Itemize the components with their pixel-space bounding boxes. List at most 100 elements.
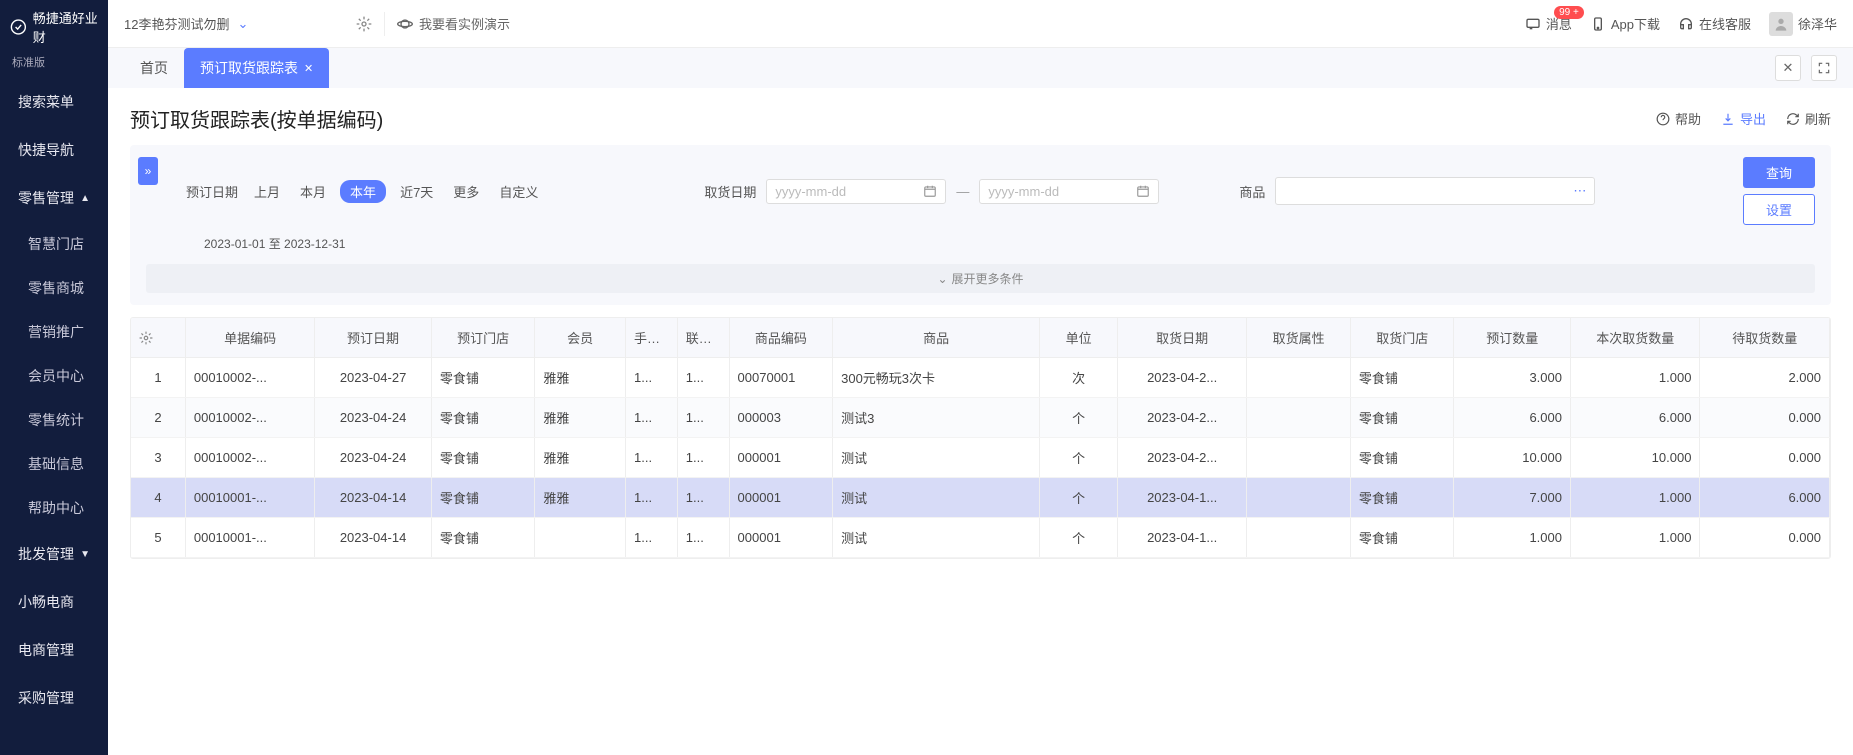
preset-last7[interactable]: 近7天: [394, 180, 439, 203]
table-settings-header[interactable]: [131, 318, 185, 358]
preset-this-year[interactable]: 本年: [340, 180, 386, 203]
column-header[interactable]: 单据编码: [185, 318, 314, 358]
column-header[interactable]: 本次取货数量: [1570, 318, 1699, 358]
product-input[interactable]: ⋯: [1275, 177, 1595, 205]
cell: 1...: [677, 438, 729, 478]
nav-sub-item[interactable]: 帮助中心: [0, 486, 108, 530]
column-header[interactable]: 取货属性: [1247, 318, 1351, 358]
column-header[interactable]: 取货日期: [1117, 318, 1246, 358]
cell: 1.000: [1570, 358, 1699, 398]
row-number: 1: [131, 358, 185, 398]
cell: 00010002-...: [185, 398, 314, 438]
nav-sub-item[interactable]: 基础信息: [0, 442, 108, 486]
download-label: App下载: [1611, 14, 1660, 33]
preset-custom[interactable]: 自定义: [493, 180, 544, 203]
cell: 零食铺: [1350, 358, 1454, 398]
query-button[interactable]: 查询: [1743, 157, 1815, 188]
help-button[interactable]: 帮助: [1656, 109, 1701, 128]
nav-item[interactable]: 电商管理: [0, 626, 108, 674]
column-header[interactable]: 手机号: [625, 318, 677, 358]
ellipsis-icon[interactable]: ⋯: [1573, 183, 1586, 199]
cell: 10.000: [1570, 438, 1699, 478]
nav-sub-item[interactable]: 智慧门店: [0, 222, 108, 266]
nav: 搜索菜单 快捷导航 零售管理▲ 智慧门店零售商城营销推广会员中心零售统计基础信息…: [0, 78, 108, 755]
row-number: 4: [131, 478, 185, 518]
cell: 000001: [729, 518, 833, 558]
nav-sub-item[interactable]: 营销推广: [0, 310, 108, 354]
gear-icon[interactable]: [356, 16, 372, 32]
nav-sub-item[interactable]: 会员中心: [0, 354, 108, 398]
nav-sub-item[interactable]: 零售商城: [0, 266, 108, 310]
nav-wholesale[interactable]: 批发管理▼: [0, 530, 108, 578]
expand-conditions-button[interactable]: ⌄ 展开更多条件: [146, 264, 1815, 293]
pickup-date-label: 取货日期: [704, 182, 756, 201]
service-button[interactable]: 在线客服: [1678, 14, 1751, 33]
fullscreen-button[interactable]: [1811, 55, 1837, 81]
service-label: 在线客服: [1699, 14, 1751, 33]
refresh-button[interactable]: 刷新: [1786, 109, 1831, 128]
column-header[interactable]: 预订日期: [315, 318, 432, 358]
cell: 测试: [833, 518, 1040, 558]
cell: [1247, 518, 1351, 558]
table-row[interactable]: 400010001-...2023-04-14零食铺雅雅1...1...0000…: [131, 478, 1830, 518]
column-header[interactable]: 待取货数量: [1700, 318, 1830, 358]
chevron-down-icon: ⌄: [237, 16, 248, 32]
nav-label: 批发管理: [18, 544, 74, 564]
cell: 10.000: [1454, 438, 1571, 478]
cell: 1...: [677, 478, 729, 518]
tab-label: 预订取货跟踪表: [200, 58, 298, 78]
org-selector[interactable]: 12李艳芬测试勿删 ⌄: [124, 14, 344, 33]
cell: 1...: [625, 518, 677, 558]
export-button[interactable]: 导出: [1721, 109, 1766, 128]
table-row[interactable]: 300010002-...2023-04-24零食铺雅雅1...1...0000…: [131, 438, 1830, 478]
column-header[interactable]: 会员: [535, 318, 626, 358]
column-header[interactable]: 单位: [1040, 318, 1118, 358]
demo-link[interactable]: 我要看实例演示: [397, 14, 510, 33]
divider: [384, 12, 385, 36]
tab-home[interactable]: 首页: [124, 48, 184, 88]
preset-this-month[interactable]: 本月: [294, 180, 332, 203]
messages-button[interactable]: 消息 99 +: [1525, 14, 1572, 33]
cell: 个: [1040, 518, 1118, 558]
cell: 00010001-...: [185, 478, 314, 518]
row-number: 5: [131, 518, 185, 558]
chevron-down-icon: ⌄: [937, 272, 947, 286]
nav-quick[interactable]: 快捷导航: [0, 126, 108, 174]
nav-item[interactable]: 小畅电商: [0, 578, 108, 626]
preset-last-month[interactable]: 上月: [248, 180, 286, 203]
download-button[interactable]: App下载: [1590, 14, 1660, 33]
tab-active[interactable]: 预订取货跟踪表 ✕: [184, 48, 329, 88]
cell: 0.000: [1700, 438, 1830, 478]
cell: 00070001: [729, 358, 833, 398]
export-icon: [1721, 112, 1735, 126]
close-icon[interactable]: ✕: [304, 62, 313, 75]
nav-label: 搜索菜单: [18, 92, 74, 112]
cell: 测试: [833, 478, 1040, 518]
nav-search[interactable]: 搜索菜单: [0, 78, 108, 126]
nav-item[interactable]: 采购管理: [0, 674, 108, 722]
table-row[interactable]: 500010001-...2023-04-14零食铺1...1...000001…: [131, 518, 1830, 558]
cell: 1...: [677, 518, 729, 558]
column-header[interactable]: 预订数量: [1454, 318, 1571, 358]
user-menu[interactable]: 徐泽华: [1769, 12, 1837, 36]
cell: 零食铺: [431, 438, 535, 478]
table-row[interactable]: 200010002-...2023-04-24零食铺雅雅1...1...0000…: [131, 398, 1830, 438]
close-all-button[interactable]: ✕: [1775, 55, 1801, 81]
nav-label: 零售管理: [18, 188, 74, 208]
pickup-date-from[interactable]: yyyy-mm-dd: [766, 179, 946, 204]
collapse-filter-button[interactable]: »: [138, 157, 158, 185]
column-header[interactable]: 联系人电: [677, 318, 729, 358]
column-header[interactable]: 取货门店: [1350, 318, 1454, 358]
nav-retail[interactable]: 零售管理▲: [0, 174, 108, 222]
preset-more[interactable]: 更多: [447, 180, 485, 203]
cell: 0.000: [1700, 398, 1830, 438]
column-header[interactable]: 商品: [833, 318, 1040, 358]
pickup-date-to[interactable]: yyyy-mm-dd: [979, 179, 1159, 204]
cell: 2023-04-2...: [1117, 398, 1246, 438]
demo-text: 我要看实例演示: [419, 14, 510, 33]
settings-button[interactable]: 设置: [1743, 194, 1815, 225]
column-header[interactable]: 商品编码: [729, 318, 833, 358]
nav-sub-item[interactable]: 零售统计: [0, 398, 108, 442]
table-row[interactable]: 100010002-...2023-04-27零食铺雅雅1...1...0007…: [131, 358, 1830, 398]
column-header[interactable]: 预订门店: [431, 318, 535, 358]
